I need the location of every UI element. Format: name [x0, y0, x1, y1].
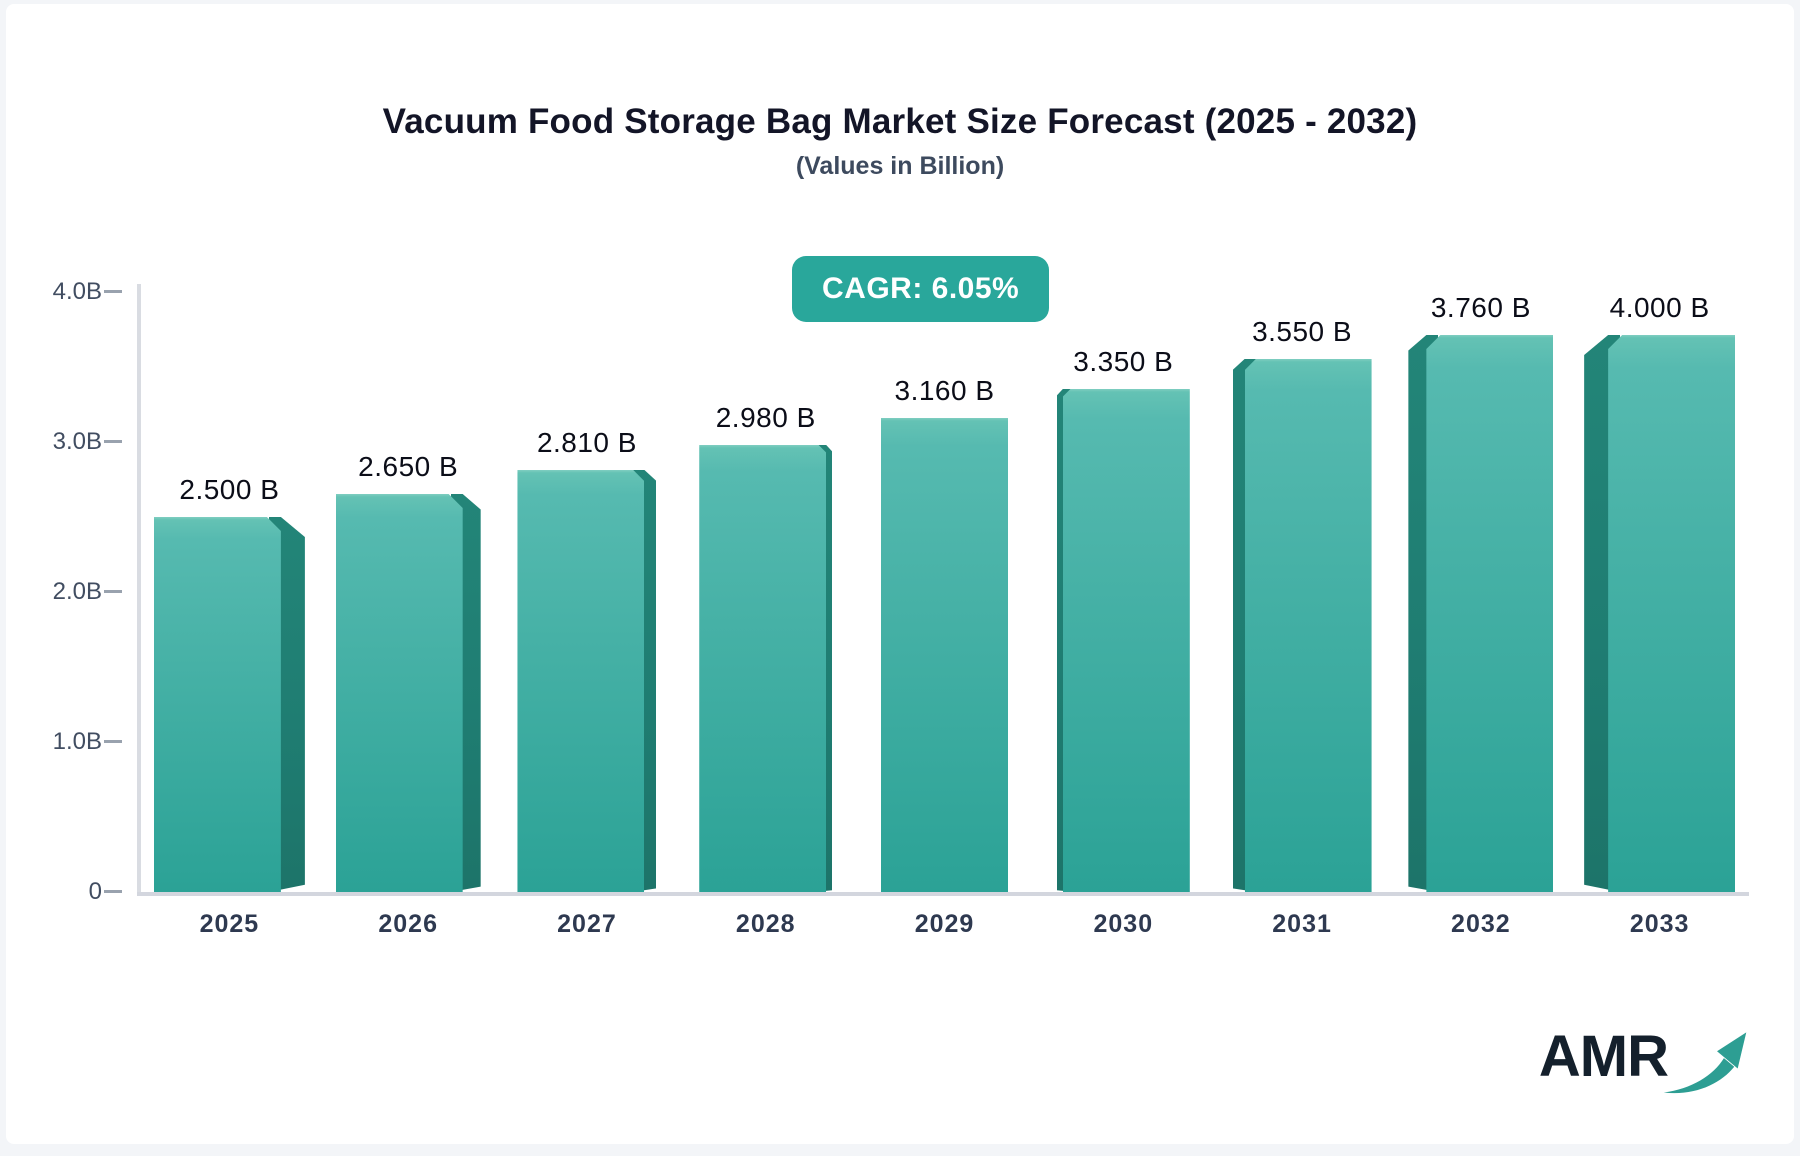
x-axis-label-2029: 2029 [914, 910, 975, 938]
amr-logo: AMR [1539, 1028, 1748, 1100]
bar-column-2027: 2.810 B 2027 [498, 292, 677, 938]
bar-2027 [517, 470, 656, 892]
bar-2032 [1408, 335, 1554, 892]
bar-column-2025: 2.500 B 2025 [140, 292, 319, 938]
chart-card: Vacuum Food Storage Bag Market Size Fore… [6, 4, 1794, 1144]
chart-title: Vacuum Food Storage Bag Market Size Fore… [382, 102, 1418, 141]
bar-2028 [699, 445, 832, 892]
bar-value-label: 3.550 B [1252, 316, 1353, 347]
y-axis-tick-mark [104, 290, 122, 293]
x-axis-label-2031: 2031 [1272, 910, 1332, 938]
bar-front-face [881, 418, 1009, 892]
bar-value-label: 2.980 B [715, 402, 816, 433]
bar-front-face [336, 494, 463, 892]
bar-value-label: 2.810 B [536, 427, 637, 458]
bar-column-2033: 4.000 B 2033 [1570, 292, 1749, 938]
bar-column-2030: 3.350 B 2030 [1034, 292, 1213, 938]
bar-front-face [699, 445, 826, 892]
x-axis-label-2026: 2026 [378, 910, 438, 938]
x-axis-baseline [137, 892, 1749, 896]
bar-value-label: 4.000 B [1609, 292, 1710, 323]
bar-front-face [1062, 389, 1190, 892]
bar-front-face [1244, 359, 1372, 892]
bar-2029 [881, 418, 1009, 892]
bar-column-2032: 3.760 B 2032 [1391, 292, 1570, 938]
bar-front-face [1608, 335, 1736, 892]
bar-columns: 2.500 B 2025 2.650 B 2026 2.810 B 2027 2.980 B… [140, 292, 1749, 938]
bar-2033 [1584, 335, 1736, 892]
x-axis-label-2030: 2030 [1093, 910, 1154, 938]
x-axis-label-2028: 2028 [735, 910, 796, 938]
bar-column-2031: 3.550 B 2031 [1213, 292, 1392, 938]
bar-value-label: 3.760 B [1430, 292, 1531, 323]
bar-column-2028: 2.980 B 2028 [676, 292, 855, 938]
y-axis-tick-mark [104, 890, 122, 893]
bar-2026 [336, 494, 481, 892]
bar-value-label: 3.160 B [894, 375, 995, 406]
plot-area: 0 1.0B 2.0B 3.0B 4.0B 2.500 B 2025 2.650 B 2026… [53, 278, 1749, 938]
y-axis-tick-label: 3.0B [52, 428, 102, 455]
x-axis-label-2027: 2027 [557, 910, 617, 938]
y-axis-tick-mark [104, 740, 122, 743]
y-axis-tick-label: 0 [88, 878, 102, 905]
y-axis-line [137, 284, 141, 896]
bar-2031 [1233, 359, 1372, 892]
x-axis-label-2025: 2025 [199, 910, 260, 938]
y-axis-tick-mark [104, 440, 122, 443]
bar-value-label: 2.500 B [179, 474, 280, 505]
bar-column-2029: 3.160 B 2029 [855, 292, 1034, 938]
bar-front-face [1426, 335, 1554, 892]
y-axis-tick-mark [104, 590, 122, 593]
chart-subtitle: (Values in Billion) [795, 152, 1005, 180]
bar-value-label: 3.350 B [1073, 346, 1174, 377]
y-axis-tick-label: 1.0B [52, 728, 102, 755]
y-axis-tick-label: 2.0B [52, 578, 102, 605]
bar-front-face [154, 517, 281, 892]
bar-front-face [517, 470, 644, 892]
bar-value-label: 2.650 B [358, 451, 459, 482]
bar-2025 [154, 517, 305, 892]
amr-logo-text: AMR [1538, 1024, 1669, 1089]
growth-arrow-icon [1663, 1032, 1747, 1094]
bar-2030 [1057, 389, 1190, 892]
x-axis-label-2032: 2032 [1451, 910, 1511, 938]
y-axis-tick-label: 4.0B [52, 278, 102, 305]
x-axis-label-2033: 2033 [1629, 910, 1690, 938]
cagr-badge: CAGR: 6.05% [792, 256, 1050, 322]
bar-column-2026: 2.650 B 2026 [319, 292, 498, 938]
